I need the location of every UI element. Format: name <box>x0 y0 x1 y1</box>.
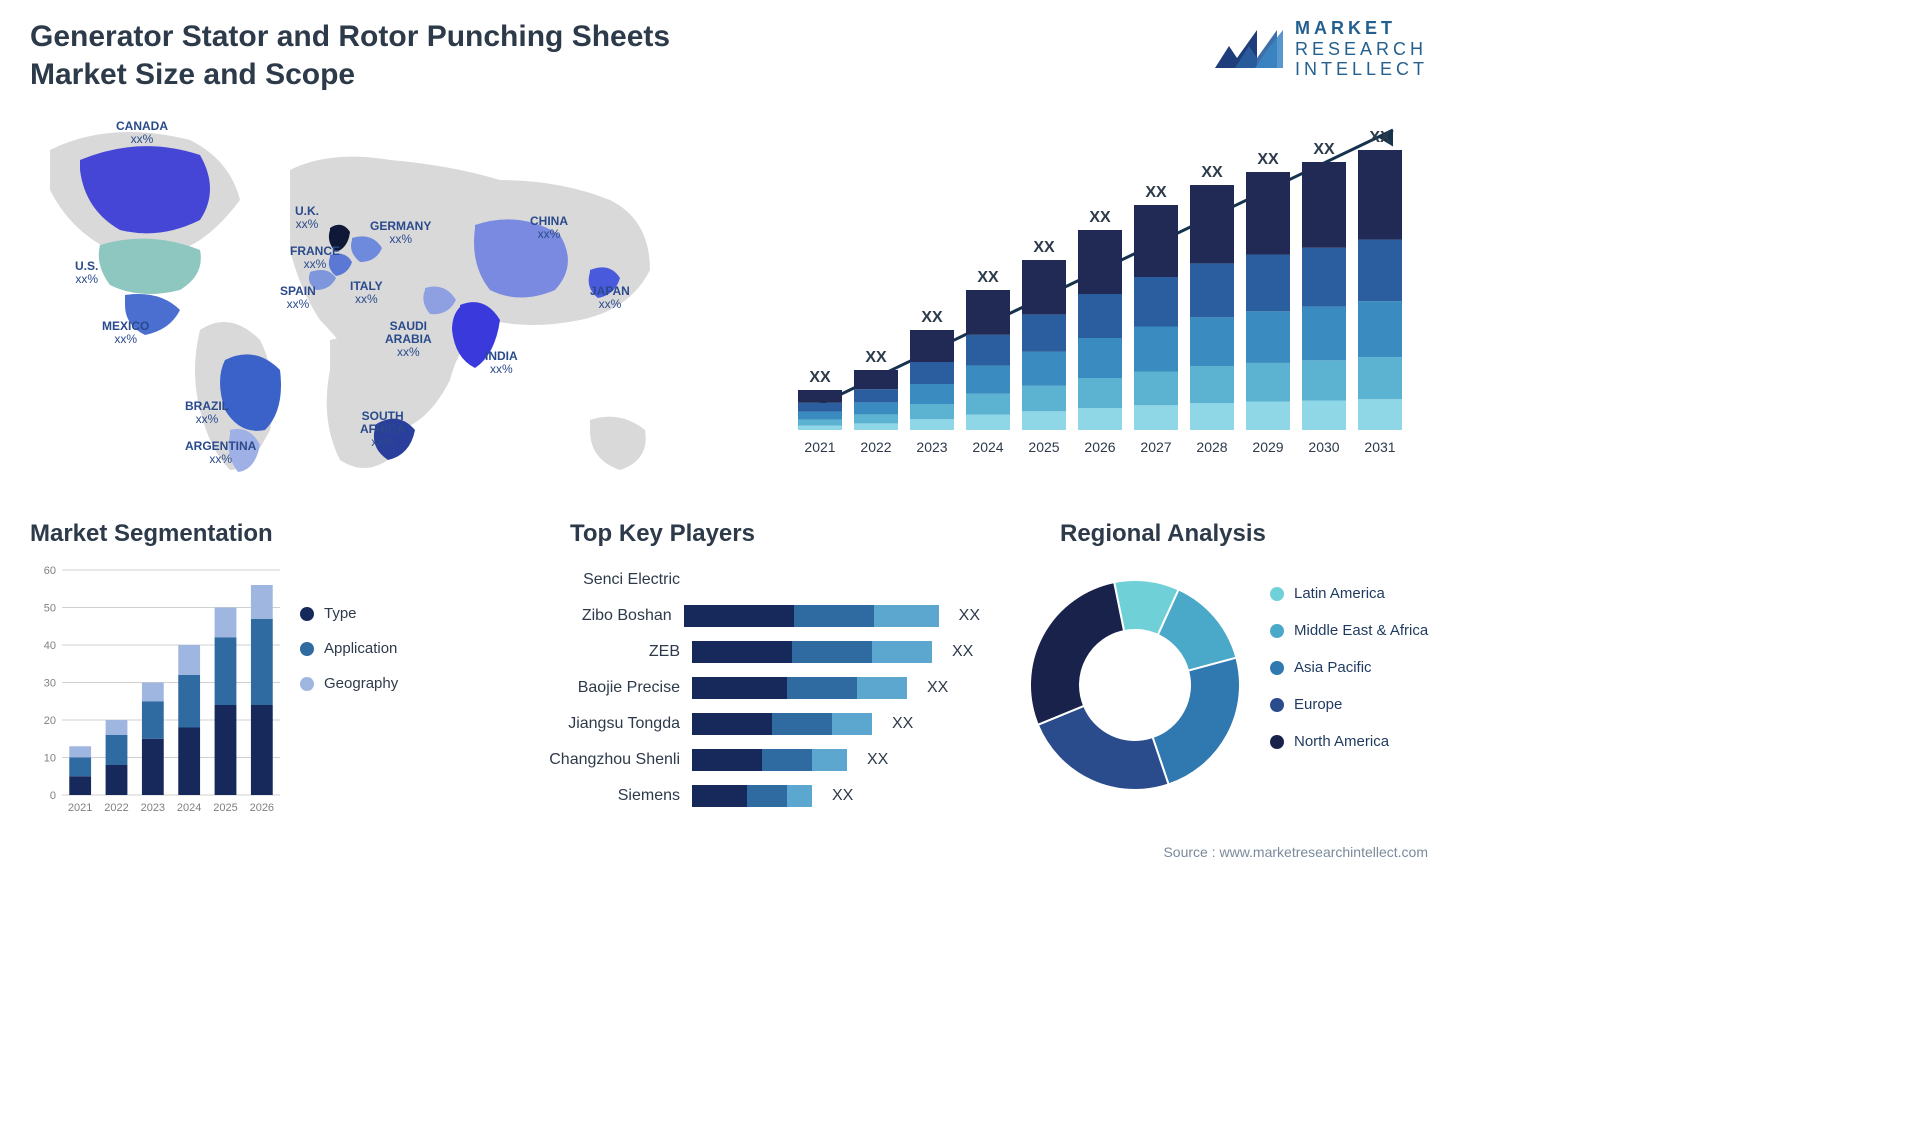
svg-text:XX: XX <box>865 349 887 366</box>
svg-text:40: 40 <box>44 640 56 652</box>
region-legend-item: Latin America <box>1270 585 1428 602</box>
map-label: JAPANxx% <box>590 285 630 311</box>
players-title: Top Key Players <box>570 520 755 548</box>
player-value: XX <box>892 715 913 733</box>
map-label: INDIAxx% <box>485 350 518 376</box>
svg-text:0: 0 <box>50 790 56 802</box>
map-label: ITALYxx% <box>350 280 383 306</box>
svg-text:20: 20 <box>44 715 56 727</box>
svg-text:30: 30 <box>44 678 56 690</box>
player-name: Jiangsu Tongda <box>510 715 680 733</box>
player-value: XX <box>959 607 980 625</box>
svg-text:2024: 2024 <box>177 802 201 814</box>
player-row: Baojie Precise XX <box>510 670 980 706</box>
region-legend-item: Europe <box>1270 696 1428 713</box>
map-label: U.S.xx% <box>75 260 98 286</box>
player-value: XX <box>832 787 853 805</box>
svg-text:XX: XX <box>809 369 831 386</box>
map-label: ARGENTINAxx% <box>185 440 256 466</box>
logo-text: MARKET RESEARCH INTELLECT <box>1295 18 1428 80</box>
region-legend-item: Middle East & Africa <box>1270 622 1428 639</box>
svg-text:2025: 2025 <box>1028 439 1059 455</box>
map-label: SAUDIARABIAxx% <box>385 320 432 360</box>
growth-bar-chart: XX 2021 XX 2022 XX 2023 XX 2024 XX 2025 XX 2026 XX 20… <box>778 100 1418 470</box>
svg-text:2022: 2022 <box>860 439 891 455</box>
svg-text:XX: XX <box>1201 164 1223 181</box>
regional-donut <box>1010 560 1260 810</box>
player-row: Jiangsu Tongda XX <box>510 706 980 742</box>
svg-text:2021: 2021 <box>68 802 92 814</box>
svg-text:XX: XX <box>1369 129 1391 146</box>
segmentation-legend: Type Application Geography <box>300 605 398 710</box>
player-value: XX <box>952 643 973 661</box>
player-row: Senci Electric <box>510 562 980 598</box>
svg-text:XX: XX <box>1089 209 1111 226</box>
player-bar <box>692 785 812 807</box>
svg-text:XX: XX <box>1313 141 1335 158</box>
svg-text:2021: 2021 <box>804 439 835 455</box>
map-label: CANADAxx% <box>116 120 168 146</box>
svg-text:2026: 2026 <box>250 802 274 814</box>
svg-text:60: 60 <box>44 565 56 577</box>
svg-text:2023: 2023 <box>916 439 947 455</box>
svg-text:2028: 2028 <box>1196 439 1227 455</box>
svg-text:2027: 2027 <box>1140 439 1171 455</box>
region-legend-item: Asia Pacific <box>1270 659 1428 676</box>
map-label: FRANCExx% <box>290 245 340 271</box>
player-name: ZEB <box>510 643 680 661</box>
player-bar <box>692 641 932 663</box>
player-name: Siemens <box>510 787 680 805</box>
players-chart: Senci ElectricZibo BoshanXXZEBXXBaojie P… <box>510 562 980 814</box>
segmentation-legend-item: Type <box>300 605 398 622</box>
player-row: Zibo Boshan XX <box>510 598 980 634</box>
player-bar <box>684 605 939 627</box>
player-name: Zibo Boshan <box>510 607 672 625</box>
svg-text:2025: 2025 <box>213 802 237 814</box>
world-map: CANADAxx% U.S.xx% MEXICOxx% BRAZILxx% ARGENT… <box>30 110 670 500</box>
svg-text:XX: XX <box>1145 184 1167 201</box>
player-row: ZEB XX <box>510 634 980 670</box>
svg-text:10: 10 <box>44 753 56 765</box>
svg-text:2026: 2026 <box>1084 439 1115 455</box>
map-label: BRAZILxx% <box>185 400 229 426</box>
player-bar <box>692 677 907 699</box>
map-label: MEXICOxx% <box>102 320 149 346</box>
svg-text:XX: XX <box>1257 151 1279 168</box>
segmentation-legend-item: Application <box>300 640 398 657</box>
svg-text:2031: 2031 <box>1364 439 1395 455</box>
svg-text:XX: XX <box>921 309 943 326</box>
player-bar <box>692 713 872 735</box>
map-label: SPAINxx% <box>280 285 316 311</box>
segmentation-chart: 0 10 20 30 40 50 60 2021 2022 2023 2024 2025 2026 <box>30 560 290 820</box>
svg-text:XX: XX <box>977 269 999 286</box>
segmentation-legend-item: Geography <box>300 675 398 692</box>
player-name: Baojie Precise <box>510 679 680 697</box>
player-value: XX <box>927 679 948 697</box>
map-label: U.K.xx% <box>295 205 319 231</box>
map-label: CHINAxx% <box>530 215 568 241</box>
page-title: Generator Stator and Rotor Punching Shee… <box>30 18 750 93</box>
player-row: Siemens XX <box>510 778 980 814</box>
player-bar <box>692 749 847 771</box>
brand-logo: MARKET RESEARCH INTELLECT <box>1213 18 1428 80</box>
regional-legend: Latin America Middle East & Africa Asia Pa… <box>1270 585 1428 770</box>
player-row: Changzhou Shenli XX <box>510 742 980 778</box>
logo-mark-icon <box>1213 24 1285 74</box>
svg-text:2022: 2022 <box>104 802 128 814</box>
source-text: Source : www.marketresearchintellect.com <box>1163 844 1428 860</box>
player-name: Changzhou Shenli <box>510 751 680 769</box>
map-label: SOUTHAFRICAxx% <box>360 410 405 450</box>
svg-text:2023: 2023 <box>141 802 165 814</box>
svg-text:2029: 2029 <box>1252 439 1283 455</box>
svg-text:2024: 2024 <box>972 439 1003 455</box>
map-label: GERMANYxx% <box>370 220 431 246</box>
svg-text:2030: 2030 <box>1308 439 1339 455</box>
region-legend-item: North America <box>1270 733 1428 750</box>
player-value: XX <box>867 751 888 769</box>
player-name: Senci Electric <box>510 571 680 589</box>
svg-text:XX: XX <box>1033 239 1055 256</box>
svg-text:50: 50 <box>44 603 56 615</box>
regional-title: Regional Analysis <box>1060 520 1266 548</box>
segmentation-title: Market Segmentation <box>30 520 273 548</box>
